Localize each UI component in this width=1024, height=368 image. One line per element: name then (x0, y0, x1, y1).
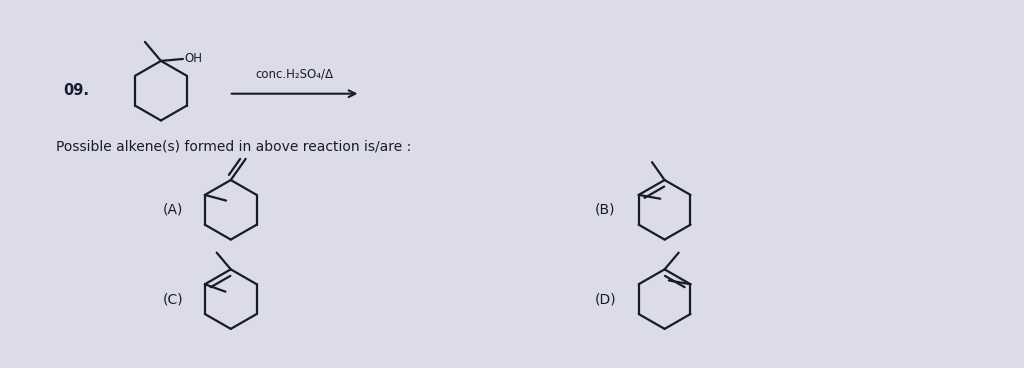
Text: (D): (D) (595, 292, 616, 306)
Text: Possible alkene(s) formed in above reaction is/are :: Possible alkene(s) formed in above react… (56, 139, 412, 153)
Text: OH: OH (184, 53, 202, 66)
Text: (C): (C) (163, 292, 183, 306)
Text: (A): (A) (163, 203, 183, 217)
Text: (B): (B) (595, 203, 615, 217)
Text: 09.: 09. (63, 83, 89, 98)
Text: conc.H₂SO₄/Δ: conc.H₂SO₄/Δ (256, 68, 334, 81)
